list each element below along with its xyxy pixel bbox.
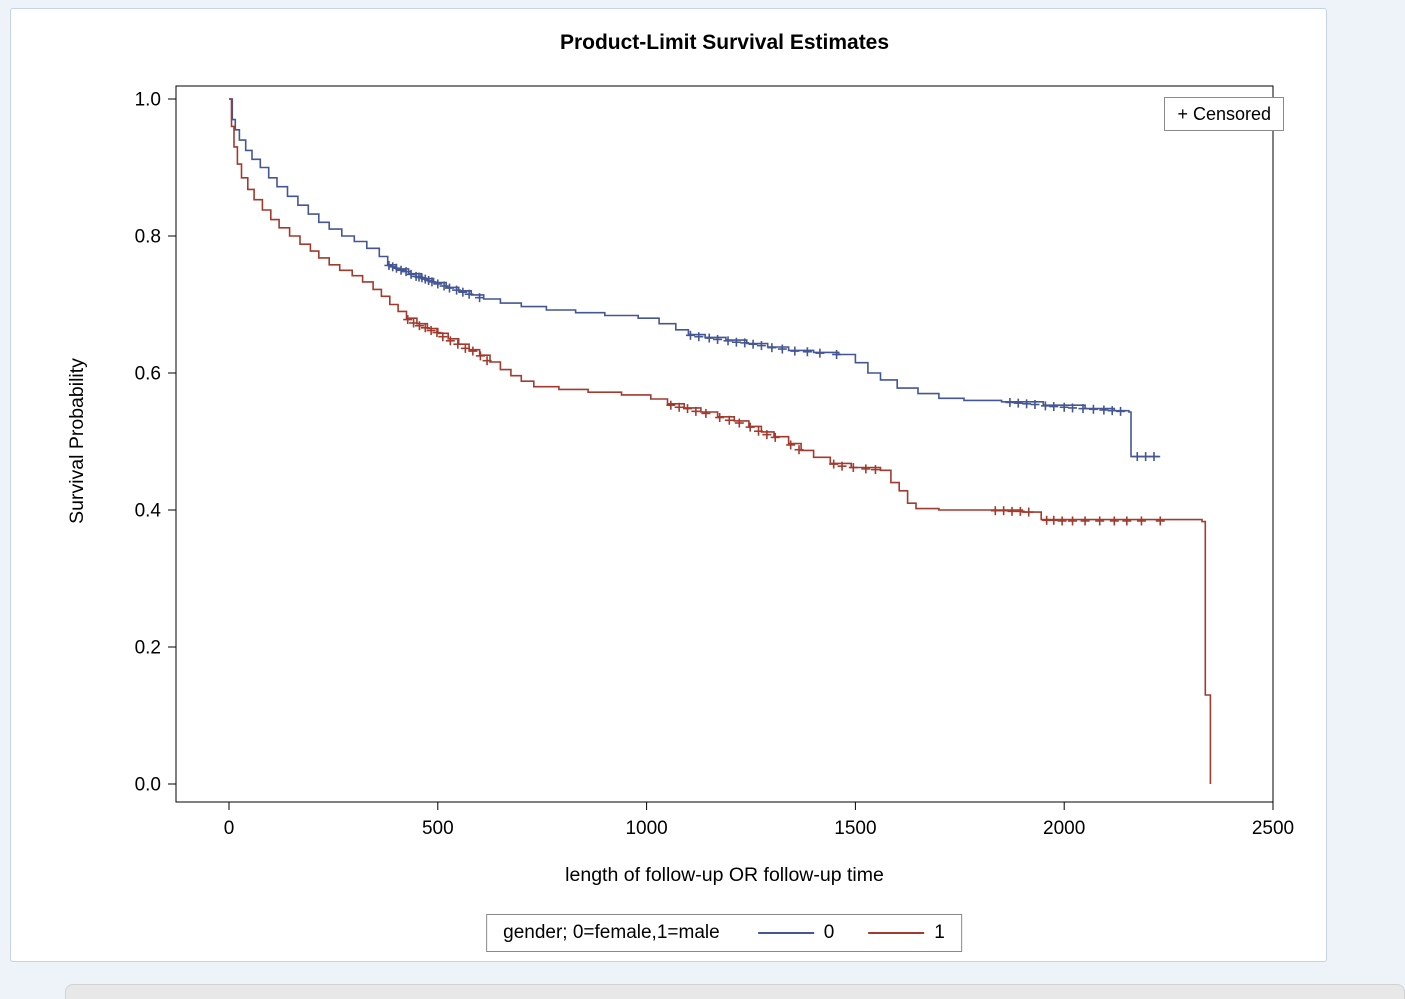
svg-text:2000: 2000	[1043, 818, 1085, 839]
svg-text:0.4: 0.4	[135, 501, 162, 522]
group-legend: gender; 0=female,1=male 0 1	[486, 914, 962, 952]
svg-text:length of follow-up OR follow-: length of follow-up OR follow-up time	[565, 864, 884, 886]
svg-text:1500: 1500	[834, 818, 876, 839]
legend-label-female: 0	[823, 922, 835, 943]
svg-text:0.6: 0.6	[135, 364, 161, 385]
legend-label-male: 1	[934, 922, 945, 943]
svg-text:2500: 2500	[1252, 818, 1294, 839]
svg-text:0.8: 0.8	[135, 227, 161, 248]
group-legend-title: gender; 0=female,1=male	[503, 922, 720, 943]
svg-text:500: 500	[422, 818, 454, 839]
svg-text:0: 0	[224, 818, 235, 839]
survival-plot-panel: Product-Limit Survival Estimates 0 500 100…	[10, 8, 1327, 962]
next-panel-edge	[65, 984, 1405, 999]
svg-text:Survival Probability: Survival Probability	[66, 358, 88, 524]
svg-text:1.0: 1.0	[135, 90, 161, 111]
legend-line-male	[868, 932, 925, 934]
legend-line-female	[757, 932, 814, 934]
censored-legend-label: + Censored	[1177, 103, 1271, 124]
survival-plot-svg: 0 500 1000 1500 2000 2500 0.0 0.2 0.4 0.6 0.8 1.0 le…	[66, 85, 1294, 886]
censored-legend: + Censored	[1164, 97, 1284, 131]
svg-text:1000: 1000	[625, 818, 667, 839]
svg-text:0.0: 0.0	[135, 775, 161, 796]
chart-title: Product-Limit Survival Estimates	[559, 31, 890, 54]
svg-text:0.2: 0.2	[135, 638, 161, 659]
